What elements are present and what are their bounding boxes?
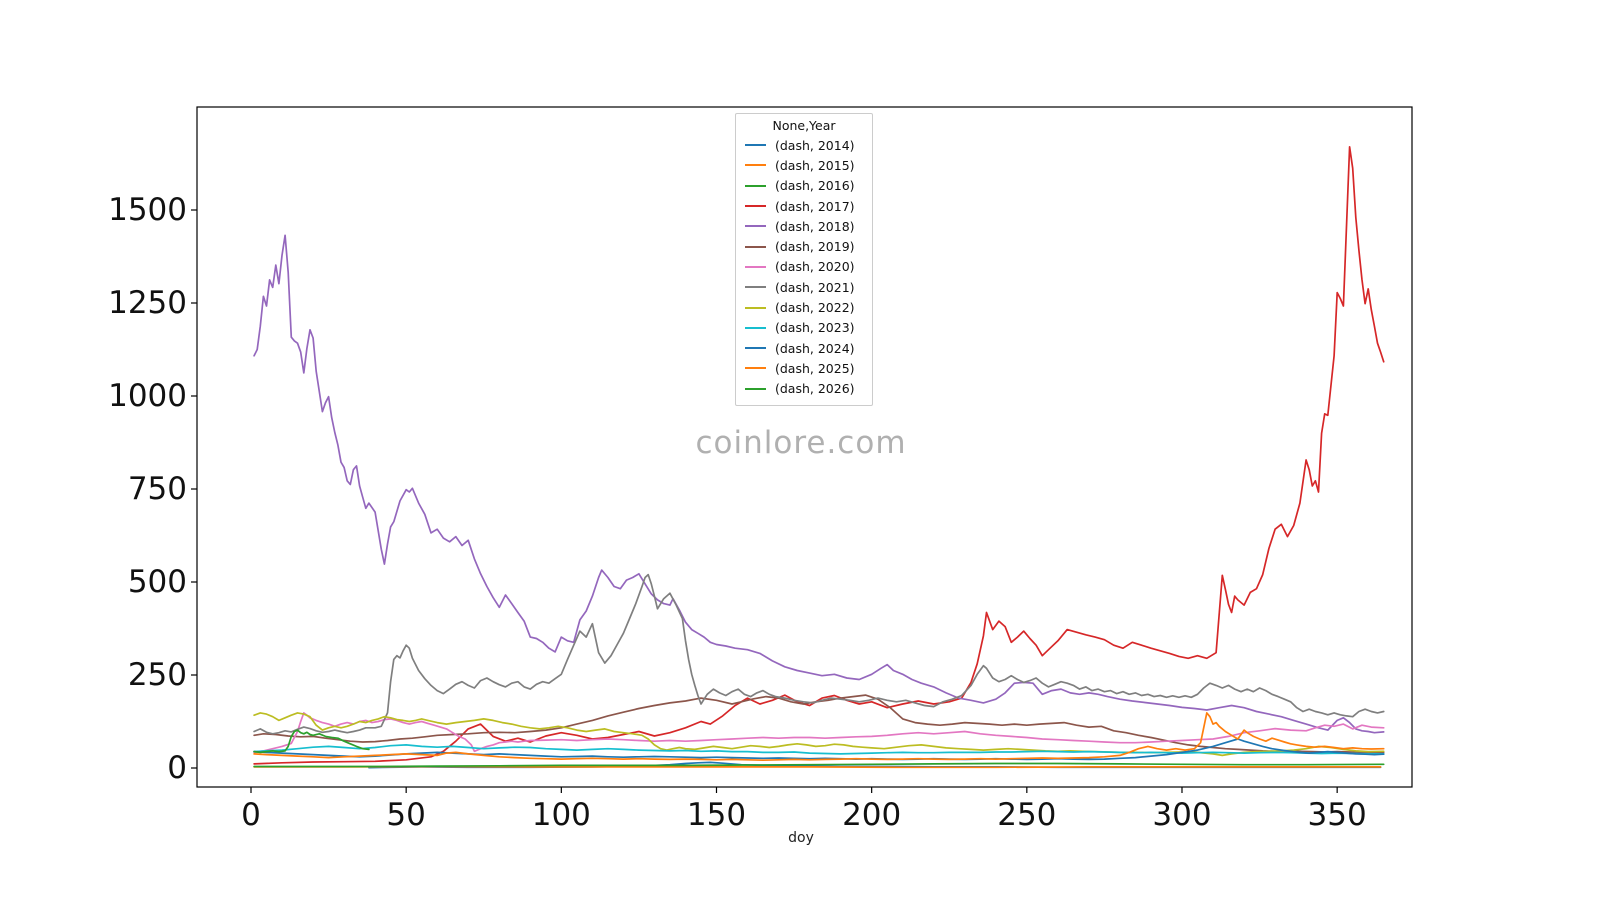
series-line-2021: [253, 573, 1385, 735]
legend-label: (dash, 2017): [775, 198, 855, 214]
legend-swatch-2020: [745, 265, 766, 268]
legend-swatch-2026: [745, 387, 766, 390]
legend-swatch-2019: [745, 245, 766, 248]
legend-item-2016: (dash, 2016): [742, 176, 866, 196]
legend-swatch-2024: [745, 347, 766, 350]
x-tick-label: 350: [1307, 797, 1367, 833]
y-tick-label: 1250: [108, 285, 187, 321]
legend-swatch-2022: [745, 306, 766, 309]
legend-label: (dash, 2022): [775, 300, 855, 316]
legend-label: (dash, 2014): [775, 137, 855, 153]
legend-label: (dash, 2026): [775, 381, 855, 397]
x-axis-title: doy: [788, 830, 814, 846]
legend-box: None,Year (dash, 2014) (dash, 2015) (dash,…: [735, 113, 873, 406]
legend-item-2020: (dash, 2020): [742, 257, 866, 277]
legend-label: (dash, 2020): [775, 259, 855, 275]
x-tick-label: 50: [386, 797, 426, 833]
y-tick-label: 1000: [108, 378, 187, 414]
watermark-text: coinlore.com: [695, 425, 907, 461]
series-line-2018: [253, 234, 1385, 734]
x-tick-label: 100: [531, 797, 591, 833]
legend-label: (dash, 2016): [775, 178, 855, 194]
legend-swatch-2023: [745, 326, 766, 329]
legend-item-2022: (dash, 2022): [742, 297, 866, 317]
legend-swatch-2025: [745, 367, 766, 370]
series-line-2026: [253, 729, 370, 754]
legend-item-2019: (dash, 2019): [742, 236, 866, 256]
series-line-2023: [253, 744, 1385, 755]
series-line-2025: [253, 712, 1385, 762]
legend-item-2018: (dash, 2018): [742, 216, 866, 236]
legend-swatch-2017: [745, 205, 766, 208]
plot-border: [196, 106, 1413, 788]
series-line-2022: [253, 712, 1385, 757]
x-tick-label: 300: [1152, 797, 1212, 833]
series-line-2019: [253, 694, 1385, 754]
y-tick-label: 500: [127, 564, 187, 600]
legend-item-2017: (dash, 2017): [742, 196, 866, 216]
legend-label: (dash, 2018): [775, 218, 855, 234]
legend-label: (dash, 2015): [775, 157, 855, 173]
y-tick-label: 250: [127, 657, 187, 693]
y-tick-label: 750: [127, 471, 187, 507]
legend-item-2021: (dash, 2021): [742, 277, 866, 297]
legend-swatch-2021: [745, 286, 766, 289]
legend-label: (dash, 2024): [775, 340, 855, 356]
series-line-2017: [253, 145, 1385, 765]
series-line-2016: [253, 762, 1385, 768]
legend-item-2025: (dash, 2025): [742, 358, 866, 378]
x-tick-label: 0: [241, 797, 261, 833]
legend-label: (dash, 2021): [775, 279, 855, 295]
legend-swatch-2015: [745, 164, 766, 167]
legend-label: (dash, 2025): [775, 360, 855, 376]
legend-item-2015: (dash, 2015): [742, 155, 866, 175]
x-tick-label: 200: [842, 797, 902, 833]
legend-item-2024: (dash, 2024): [742, 338, 866, 358]
legend-title: None,Year: [772, 118, 836, 133]
legend-swatch-2014: [745, 144, 766, 147]
legend-item-2014: (dash, 2014): [742, 135, 866, 155]
x-tick-label: 250: [997, 797, 1057, 833]
legend-item-2023: (dash, 2023): [742, 318, 866, 338]
legend-entries: (dash, 2014) (dash, 2015) (dash, 2016) (das…: [742, 135, 866, 399]
y-tick-label: 0: [167, 750, 187, 786]
legend-label: (dash, 2019): [775, 239, 855, 255]
legend-swatch-2016: [745, 184, 766, 187]
y-tick-label: 1500: [108, 192, 187, 228]
legend-label: (dash, 2023): [775, 320, 855, 336]
legend-item-2026: (dash, 2026): [742, 379, 866, 399]
x-tick-label: 150: [686, 797, 747, 833]
legend-swatch-2018: [745, 225, 766, 228]
series-line-2024: [253, 738, 1385, 761]
